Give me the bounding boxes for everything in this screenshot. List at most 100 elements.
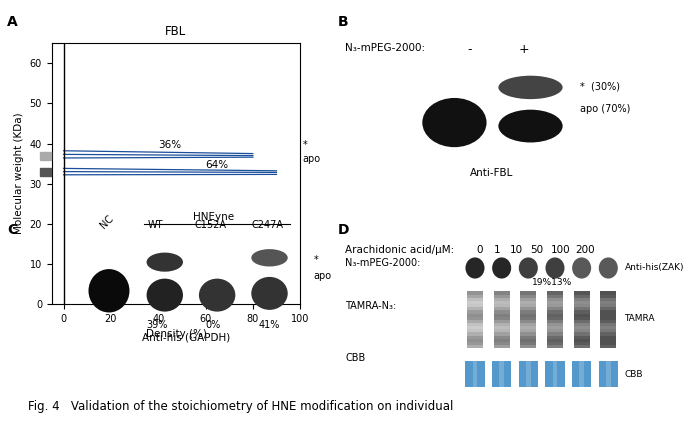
Text: 41%: 41% bbox=[259, 320, 279, 330]
Bar bbox=[600, 300, 616, 304]
Bar bbox=[573, 307, 589, 310]
Bar bbox=[520, 335, 536, 339]
Bar bbox=[600, 294, 616, 298]
Bar bbox=[467, 332, 483, 335]
Bar bbox=[494, 310, 510, 313]
Bar bbox=[606, 362, 611, 387]
Bar bbox=[573, 322, 589, 326]
Text: C152A: C152A bbox=[195, 220, 226, 230]
Bar bbox=[520, 297, 536, 301]
Ellipse shape bbox=[251, 249, 288, 266]
Bar bbox=[467, 345, 483, 348]
Text: Fig. 4   Validation of the stoichiometry of HNE modification on individual: Fig. 4 Validation of the stoichiometry o… bbox=[28, 400, 453, 413]
Bar bbox=[520, 338, 536, 342]
Text: NC: NC bbox=[99, 213, 115, 230]
Bar bbox=[547, 316, 563, 320]
Bar bbox=[520, 310, 536, 313]
Bar bbox=[573, 316, 589, 320]
Bar bbox=[573, 300, 589, 304]
Bar bbox=[40, 152, 50, 161]
Text: 50: 50 bbox=[530, 245, 544, 255]
Bar bbox=[573, 291, 589, 295]
Bar bbox=[547, 342, 563, 345]
Text: 36%: 36% bbox=[158, 140, 181, 150]
Text: N₃-mPEG-2000:: N₃-mPEG-2000: bbox=[345, 257, 420, 268]
Bar bbox=[494, 329, 510, 332]
Ellipse shape bbox=[599, 257, 618, 279]
Ellipse shape bbox=[422, 98, 486, 147]
Bar bbox=[467, 319, 483, 323]
Bar bbox=[494, 313, 510, 317]
Bar bbox=[547, 294, 563, 298]
Text: 39%: 39% bbox=[147, 320, 168, 330]
Ellipse shape bbox=[498, 76, 562, 99]
Text: Anti-his (GAPDH): Anti-his (GAPDH) bbox=[142, 333, 230, 343]
Bar bbox=[473, 362, 477, 387]
Bar bbox=[546, 362, 564, 387]
Bar bbox=[600, 291, 616, 295]
Bar bbox=[494, 326, 510, 329]
Ellipse shape bbox=[498, 110, 562, 142]
Bar bbox=[600, 338, 616, 342]
Bar bbox=[573, 294, 589, 298]
Text: -: - bbox=[467, 43, 471, 56]
Bar bbox=[467, 294, 483, 298]
Text: C247A: C247A bbox=[252, 220, 284, 230]
Bar bbox=[600, 304, 616, 307]
Text: 0: 0 bbox=[476, 245, 483, 255]
Bar bbox=[520, 329, 536, 332]
Ellipse shape bbox=[572, 257, 591, 279]
Bar bbox=[467, 342, 483, 345]
Bar bbox=[573, 342, 589, 345]
Bar bbox=[494, 342, 510, 345]
Bar bbox=[547, 310, 563, 313]
Bar bbox=[547, 307, 563, 310]
Bar bbox=[467, 313, 483, 317]
Y-axis label: Molecular weight (KDa): Molecular weight (KDa) bbox=[14, 113, 24, 234]
Bar bbox=[494, 291, 510, 295]
Bar bbox=[467, 326, 483, 329]
Text: Anti-FBL: Anti-FBL bbox=[470, 168, 513, 178]
Text: +: + bbox=[519, 43, 530, 56]
Ellipse shape bbox=[519, 257, 538, 279]
Bar bbox=[600, 329, 616, 332]
Bar bbox=[520, 300, 536, 304]
Bar bbox=[573, 345, 589, 348]
Text: 0%: 0% bbox=[205, 320, 220, 330]
Bar bbox=[600, 326, 616, 329]
Bar bbox=[467, 297, 483, 301]
Bar bbox=[573, 332, 589, 335]
Text: A: A bbox=[7, 15, 18, 29]
Bar bbox=[520, 304, 536, 307]
Text: CBB: CBB bbox=[624, 370, 643, 378]
Bar bbox=[467, 322, 483, 326]
Bar bbox=[547, 332, 563, 335]
Bar bbox=[600, 316, 616, 320]
Bar bbox=[600, 319, 616, 323]
Title: FBL: FBL bbox=[166, 25, 186, 38]
Bar bbox=[600, 332, 616, 335]
Text: 100: 100 bbox=[551, 245, 570, 255]
X-axis label: Density (%): Density (%) bbox=[146, 329, 206, 339]
Ellipse shape bbox=[466, 257, 484, 279]
Text: *: * bbox=[302, 140, 307, 150]
Ellipse shape bbox=[146, 253, 183, 272]
Bar bbox=[467, 300, 483, 304]
Bar bbox=[467, 304, 483, 307]
Bar bbox=[467, 291, 483, 295]
Bar bbox=[520, 342, 536, 345]
Text: apo: apo bbox=[302, 154, 321, 164]
Bar bbox=[467, 338, 483, 342]
Bar bbox=[547, 297, 563, 301]
Text: C: C bbox=[7, 224, 17, 237]
Bar bbox=[600, 345, 616, 348]
Bar bbox=[573, 326, 589, 329]
Bar bbox=[580, 362, 584, 387]
Bar bbox=[494, 300, 510, 304]
Bar bbox=[467, 316, 483, 320]
Text: *: * bbox=[314, 255, 319, 266]
Text: N₃-mPEG-2000:: N₃-mPEG-2000: bbox=[345, 43, 425, 53]
Bar bbox=[494, 345, 510, 348]
Bar bbox=[553, 362, 558, 387]
Bar bbox=[519, 362, 538, 387]
